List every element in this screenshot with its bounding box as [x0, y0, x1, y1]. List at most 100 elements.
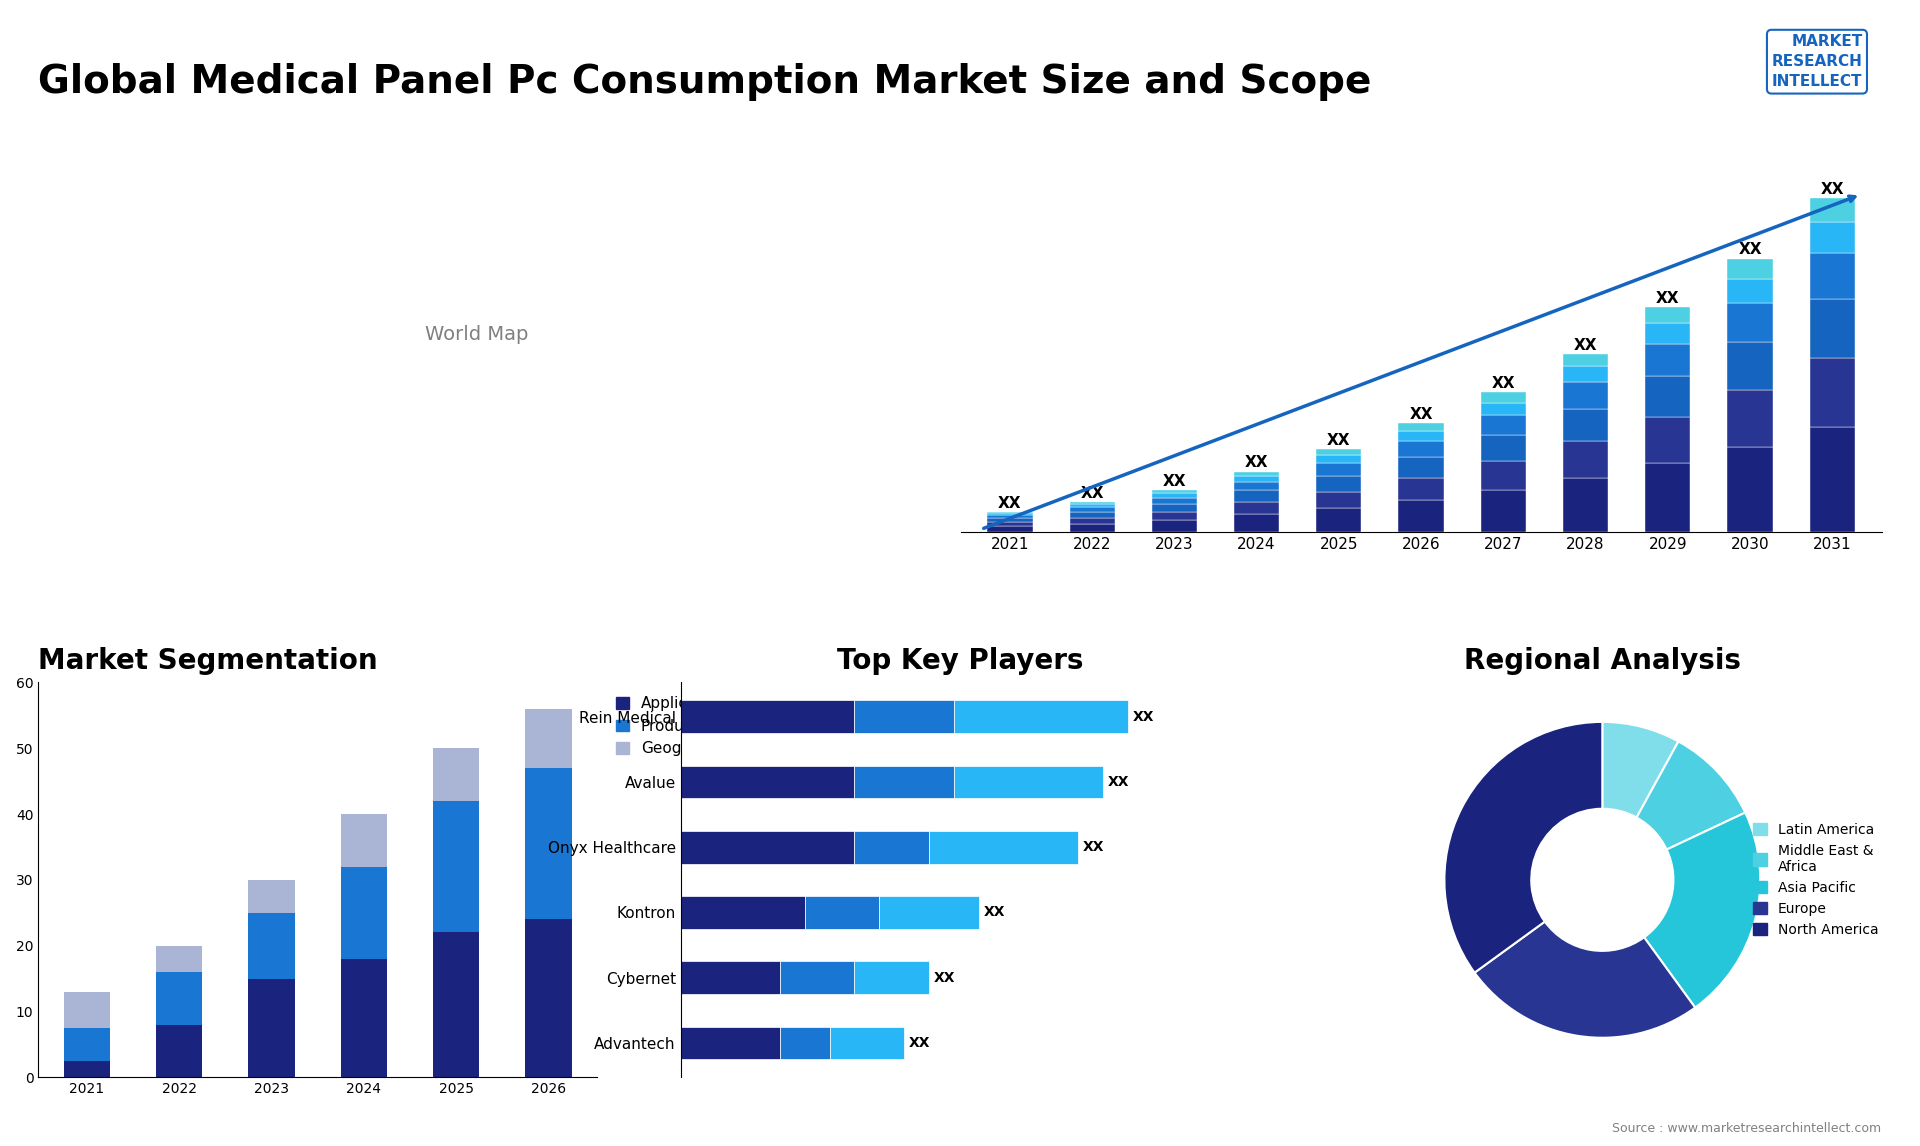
- Bar: [1728, 259, 1772, 278]
- Text: XX: XX: [1657, 291, 1680, 306]
- Text: Source : www.marketresearchintellect.com: Source : www.marketresearchintellect.com: [1613, 1122, 1882, 1135]
- Bar: [1811, 358, 1855, 427]
- Bar: [1480, 435, 1526, 462]
- Bar: [987, 523, 1033, 526]
- Bar: [1563, 441, 1609, 478]
- Bar: [1398, 478, 1444, 500]
- Text: XX: XX: [1820, 181, 1843, 196]
- Bar: [1069, 524, 1116, 533]
- Bar: [1317, 455, 1361, 463]
- Bar: [854, 766, 954, 799]
- Wedge shape: [1444, 722, 1603, 973]
- Bar: [854, 700, 954, 733]
- Bar: [1645, 376, 1690, 417]
- Bar: [248, 912, 294, 979]
- Bar: [1235, 471, 1279, 476]
- Legend: Latin America, Middle East &
Africa, Asia Pacific, Europe, North America: Latin America, Middle East & Africa, Asi…: [1747, 817, 1884, 942]
- Bar: [1398, 441, 1444, 457]
- Bar: [987, 515, 1033, 518]
- Bar: [1152, 520, 1196, 533]
- Bar: [1563, 383, 1609, 409]
- Bar: [1152, 504, 1196, 512]
- Bar: [63, 1061, 109, 1077]
- Bar: [1398, 500, 1444, 533]
- Text: Market Segmentation: Market Segmentation: [38, 646, 378, 675]
- Bar: [987, 518, 1033, 523]
- Bar: [1235, 489, 1279, 502]
- Text: XX: XX: [1244, 455, 1269, 470]
- Bar: [526, 768, 572, 919]
- Bar: [829, 1027, 904, 1059]
- Bar: [682, 831, 854, 863]
- Bar: [434, 801, 480, 933]
- Bar: [1728, 391, 1772, 447]
- Bar: [248, 880, 294, 912]
- Bar: [682, 1027, 780, 1059]
- Bar: [156, 945, 202, 972]
- Bar: [1317, 508, 1361, 533]
- Wedge shape: [1636, 741, 1745, 849]
- Bar: [1152, 497, 1196, 504]
- Text: XX: XX: [998, 496, 1021, 511]
- Bar: [1235, 515, 1279, 533]
- Bar: [1811, 299, 1855, 358]
- Text: XX: XX: [933, 971, 956, 984]
- Wedge shape: [1475, 921, 1695, 1038]
- Text: XX: XX: [1164, 473, 1187, 488]
- Bar: [854, 831, 929, 863]
- Bar: [156, 972, 202, 1025]
- Text: XX: XX: [1738, 242, 1763, 258]
- Bar: [1563, 478, 1609, 533]
- Bar: [1480, 415, 1526, 435]
- Bar: [434, 933, 480, 1077]
- Bar: [156, 1025, 202, 1077]
- Text: World Map: World Map: [426, 325, 528, 345]
- Text: XX: XX: [1108, 775, 1129, 788]
- Bar: [1645, 307, 1690, 323]
- Bar: [1480, 489, 1526, 533]
- Bar: [1152, 489, 1196, 493]
- Text: XX: XX: [1133, 709, 1154, 723]
- Text: XX: XX: [983, 905, 1004, 919]
- Bar: [1645, 463, 1690, 533]
- Bar: [854, 961, 929, 994]
- Bar: [1811, 222, 1855, 252]
- Bar: [63, 991, 109, 1028]
- Bar: [1317, 476, 1361, 492]
- Text: XX: XX: [1083, 840, 1104, 854]
- Text: XX: XX: [1574, 338, 1597, 353]
- Bar: [340, 866, 388, 959]
- Bar: [63, 1028, 109, 1061]
- Bar: [780, 1027, 829, 1059]
- Bar: [1563, 409, 1609, 441]
- Bar: [954, 766, 1102, 799]
- Bar: [1645, 417, 1690, 463]
- Bar: [526, 708, 572, 768]
- Bar: [1069, 508, 1116, 512]
- Bar: [1728, 304, 1772, 342]
- Bar: [1811, 427, 1855, 533]
- Bar: [682, 896, 804, 928]
- Bar: [1398, 423, 1444, 431]
- Bar: [340, 959, 388, 1077]
- Bar: [804, 896, 879, 928]
- Bar: [434, 748, 480, 801]
- Bar: [1235, 502, 1279, 515]
- Text: MARKET
RESEARCH
INTELLECT: MARKET RESEARCH INTELLECT: [1772, 34, 1862, 89]
- Text: XX: XX: [908, 1036, 931, 1050]
- Wedge shape: [1603, 722, 1678, 817]
- Text: XX: XX: [1327, 433, 1350, 448]
- Bar: [1728, 278, 1772, 304]
- Bar: [248, 979, 294, 1077]
- Bar: [340, 814, 388, 866]
- Bar: [1235, 481, 1279, 489]
- Bar: [1480, 402, 1526, 415]
- Bar: [1563, 354, 1609, 366]
- Bar: [682, 961, 780, 994]
- Bar: [1069, 502, 1116, 504]
- Bar: [780, 961, 854, 994]
- Bar: [1069, 518, 1116, 524]
- Bar: [1317, 492, 1361, 508]
- Bar: [1480, 462, 1526, 489]
- Text: XX: XX: [1081, 486, 1104, 501]
